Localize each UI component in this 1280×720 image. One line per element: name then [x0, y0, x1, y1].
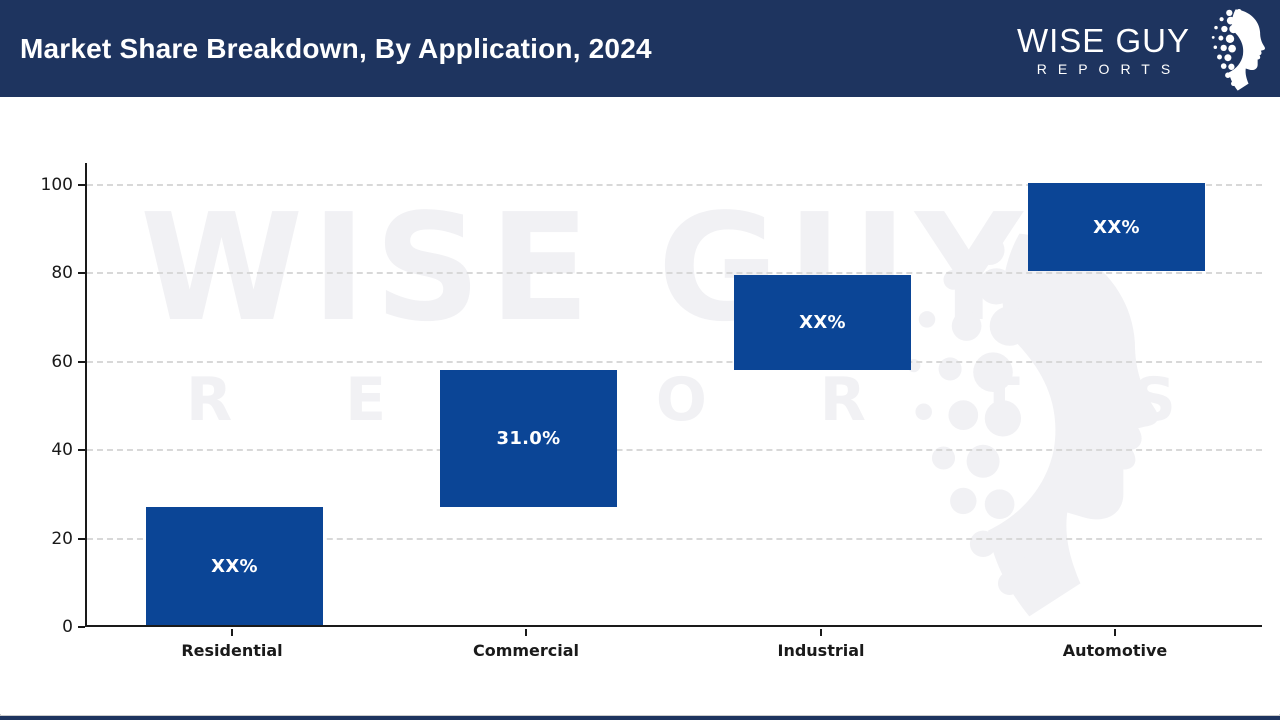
bar-automotive: XX% — [1028, 183, 1205, 271]
x-axis-tick-mark — [525, 629, 527, 636]
bar-value-label: XX% — [799, 312, 846, 333]
x-axis-category-label: Commercial — [472, 641, 580, 660]
wise-guy-logo: WISE GUY REPORTS — [1017, 8, 1266, 92]
bar-value-label: XX% — [1093, 216, 1140, 238]
y-axis-tick-mark — [78, 537, 85, 540]
page-title: Market Share Breakdown, By Application, … — [20, 32, 652, 64]
bar-industrial: XX% — [734, 275, 911, 370]
gridline — [87, 449, 1262, 452]
plot-area: XX% 31.0% XX% XX% — [85, 163, 1262, 627]
bar-residential: XX% — [146, 507, 323, 625]
y-axis-tick-label: 100 — [40, 175, 73, 196]
y-axis-tick-label: 60 — [51, 351, 73, 372]
gridline — [87, 360, 1262, 363]
bottom-bar — [0, 715, 1280, 720]
wise-guy-head-icon — [1211, 9, 1265, 91]
bar-value-label: XX% — [211, 555, 258, 577]
y-axis-tick-label: 20 — [51, 528, 73, 549]
x-axis-category-label: Automotive — [1062, 641, 1168, 660]
y-axis-tick-mark — [78, 626, 85, 628]
y-axis-tick-label: 40 — [51, 440, 73, 461]
bar-commercial: 31.0% — [440, 370, 617, 507]
gridline — [87, 537, 1262, 540]
x-axis-category-label: Residential — [181, 641, 283, 660]
x-axis-tick-mark — [231, 629, 233, 636]
x-axis-tick-mark — [1114, 629, 1116, 636]
y-axis-tick-mark — [78, 360, 85, 363]
y-axis-tick-label: 0 — [62, 617, 73, 637]
y-axis-tick-mark — [78, 184, 85, 187]
y-axis-tick-label: 80 — [51, 263, 73, 284]
y-axis-tick-mark — [78, 272, 85, 275]
logo-wise-guy-label: WISE GUY — [1016, 21, 1190, 59]
logo-text: WISE GUY REPORTS — [1016, 21, 1190, 77]
gridline — [87, 184, 1262, 187]
header-bar: Market Share Breakdown, By Application, … — [0, 0, 1280, 97]
x-axis-tick-mark — [820, 629, 822, 636]
x-axis-category-label: Industrial — [777, 641, 865, 660]
logo-reports-label: REPORTS — [1036, 60, 1182, 77]
gridline — [87, 272, 1262, 275]
y-axis-tick-mark — [78, 449, 85, 452]
bar-value-label: 31.0% — [496, 428, 561, 449]
